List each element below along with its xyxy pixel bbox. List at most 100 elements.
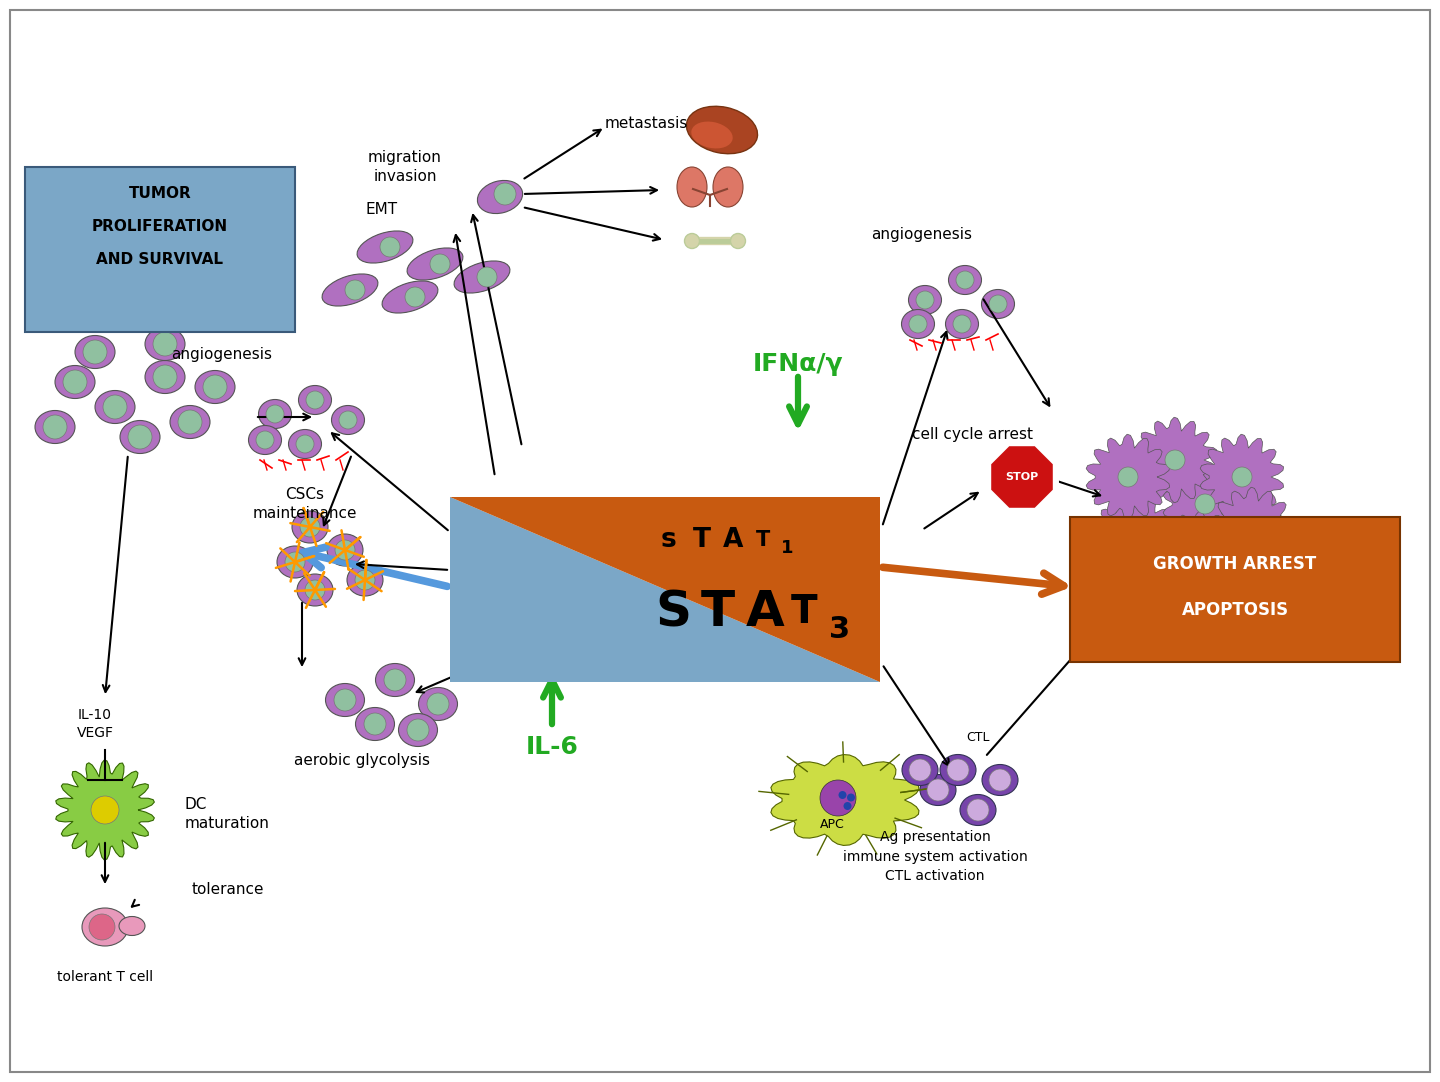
Ellipse shape: [323, 274, 377, 306]
Text: tolerance: tolerance: [192, 883, 265, 897]
Ellipse shape: [145, 360, 184, 394]
Circle shape: [256, 431, 274, 449]
Polygon shape: [989, 445, 1054, 510]
Polygon shape: [985, 440, 1058, 514]
Text: $\mathbf{s}$: $\mathbf{s}$: [660, 527, 677, 553]
Ellipse shape: [325, 684, 364, 716]
Text: AND SURVIVAL: AND SURVIVAL: [96, 252, 223, 267]
Polygon shape: [1164, 461, 1247, 546]
Circle shape: [916, 291, 935, 309]
Circle shape: [63, 370, 86, 394]
Polygon shape: [1200, 434, 1283, 519]
Ellipse shape: [298, 385, 331, 414]
Polygon shape: [449, 497, 880, 682]
Text: $\mathbf{T}$: $\mathbf{T}$: [700, 588, 736, 636]
Ellipse shape: [82, 908, 128, 946]
Ellipse shape: [35, 410, 75, 444]
Text: IL-6: IL-6: [526, 735, 579, 758]
Ellipse shape: [145, 328, 184, 360]
Ellipse shape: [920, 775, 956, 805]
Circle shape: [380, 237, 400, 258]
Circle shape: [927, 779, 949, 801]
Ellipse shape: [478, 181, 523, 213]
Polygon shape: [1210, 487, 1293, 572]
Circle shape: [153, 332, 177, 356]
Circle shape: [203, 375, 228, 399]
Circle shape: [989, 769, 1011, 791]
Ellipse shape: [408, 248, 462, 280]
Text: cell cycle arrest: cell cycle arrest: [912, 426, 1032, 441]
Text: APC: APC: [819, 818, 844, 831]
Circle shape: [153, 365, 177, 390]
Polygon shape: [56, 760, 154, 860]
Circle shape: [1151, 577, 1169, 597]
Text: STOP: STOP: [1005, 472, 1038, 481]
Ellipse shape: [940, 754, 976, 786]
Circle shape: [84, 340, 107, 364]
Circle shape: [1125, 527, 1145, 547]
Ellipse shape: [376, 663, 415, 697]
Circle shape: [128, 425, 153, 449]
Text: $\mathbf{T}$: $\mathbf{T}$: [693, 527, 711, 553]
FancyBboxPatch shape: [24, 167, 295, 332]
Circle shape: [408, 720, 429, 741]
Text: GROWTH ARREST: GROWTH ARREST: [1153, 555, 1316, 573]
Ellipse shape: [982, 765, 1018, 795]
Circle shape: [989, 295, 1007, 313]
Ellipse shape: [382, 281, 438, 313]
Circle shape: [847, 793, 855, 802]
Text: EMT: EMT: [366, 202, 397, 217]
Text: tolerant T cell: tolerant T cell: [58, 969, 153, 984]
Ellipse shape: [687, 106, 757, 154]
Polygon shape: [1158, 511, 1241, 597]
Ellipse shape: [170, 406, 210, 438]
Circle shape: [819, 780, 855, 816]
Circle shape: [477, 267, 497, 287]
Circle shape: [1165, 450, 1185, 470]
Text: $\mathbf{1}$: $\mathbf{1}$: [780, 539, 793, 557]
Circle shape: [338, 411, 357, 428]
Circle shape: [1117, 467, 1138, 487]
Polygon shape: [1133, 418, 1217, 503]
Circle shape: [968, 799, 989, 821]
Ellipse shape: [419, 687, 458, 721]
Ellipse shape: [713, 167, 743, 207]
Polygon shape: [1093, 494, 1176, 580]
Ellipse shape: [120, 916, 145, 936]
Circle shape: [364, 713, 386, 735]
Text: APOPTOSIS: APOPTOSIS: [1181, 601, 1289, 619]
Ellipse shape: [347, 564, 383, 596]
Text: $\mathbf{A}$: $\mathbf{A}$: [744, 588, 785, 636]
Circle shape: [305, 391, 324, 409]
Circle shape: [909, 315, 927, 333]
Ellipse shape: [95, 391, 135, 423]
Ellipse shape: [120, 421, 160, 453]
Ellipse shape: [399, 713, 438, 747]
Circle shape: [1233, 467, 1251, 487]
Text: TUMOR: TUMOR: [128, 186, 192, 201]
Circle shape: [356, 570, 374, 590]
Text: Ag presentation
immune system activation
CTL activation: Ag presentation immune system activation…: [842, 831, 1027, 884]
Circle shape: [305, 580, 325, 601]
Ellipse shape: [194, 370, 235, 404]
Circle shape: [909, 758, 932, 781]
Ellipse shape: [901, 309, 935, 339]
Text: IFNα/γ: IFNα/γ: [753, 352, 844, 377]
Circle shape: [844, 802, 851, 810]
Circle shape: [300, 517, 320, 537]
Circle shape: [405, 287, 425, 307]
Circle shape: [285, 552, 305, 572]
Ellipse shape: [982, 290, 1015, 318]
Ellipse shape: [292, 511, 328, 543]
Circle shape: [1195, 494, 1215, 514]
Ellipse shape: [331, 406, 364, 435]
Ellipse shape: [909, 286, 942, 315]
Ellipse shape: [327, 535, 363, 566]
Circle shape: [334, 689, 356, 711]
Ellipse shape: [960, 794, 996, 826]
Circle shape: [956, 270, 973, 289]
Ellipse shape: [276, 546, 312, 578]
Ellipse shape: [691, 121, 733, 148]
Circle shape: [179, 410, 202, 434]
Circle shape: [89, 914, 115, 940]
